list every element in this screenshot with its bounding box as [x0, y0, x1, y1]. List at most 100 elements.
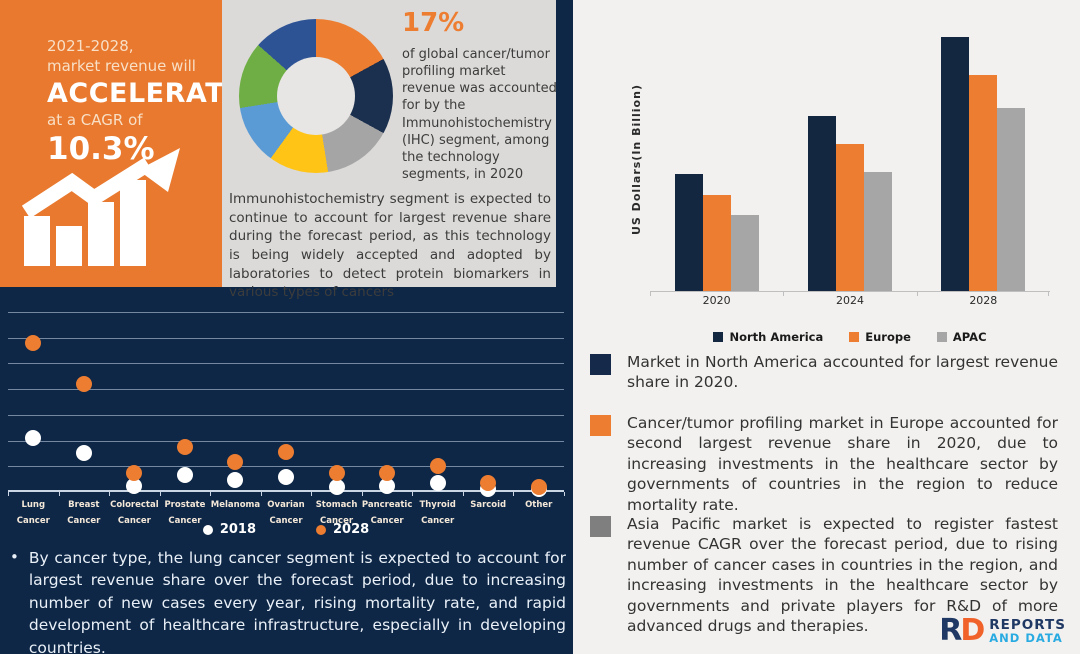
bullet-europe: Cancer/tumor profiling market in Europe … [590, 413, 1058, 515]
scatter-category-melanoma: Melanoma [210, 500, 261, 510]
scatter-legend-item-2028: 2028 [316, 522, 369, 537]
scatter-category-colorectal-cancer: Colorectal Cancer [110, 500, 159, 527]
bar-group-2024: 2024 [783, 28, 916, 307]
scatter-axis-tick [8, 492, 9, 496]
scatter-category-other: Other [525, 500, 553, 510]
logo-mark-d: D [960, 613, 985, 648]
ihc-stat-value: 17% [402, 8, 465, 38]
ihc-paragraph: Immunohistochemistry segment is expected… [229, 191, 551, 301]
bar-axis-tick [916, 292, 918, 296]
scatter-dot-2018-prostate-cancer [176, 467, 193, 484]
scatter-axis-tick [564, 492, 565, 496]
logo-line2: AND DATA [989, 631, 1063, 646]
scatter-dot-2018-thyroid-cancer [429, 475, 446, 491]
scatter-legend: 2018 2028 [8, 522, 564, 537]
scatter-gridline [8, 337, 564, 339]
scatter-gridline [8, 311, 564, 313]
bar-group-2020: 2020 [650, 28, 783, 307]
scatter-dot-2028-breast-cancer [75, 375, 92, 392]
bar-axis-tick [1048, 292, 1049, 296]
legend-swatch [936, 332, 947, 342]
apac-swatch [590, 516, 611, 537]
promo-emphasis: ACCELERATE [47, 77, 244, 109]
logo-wordmark: REPORTS AND DATA [989, 618, 1066, 644]
scatter-dot-2018-colorectal-cancer [126, 477, 143, 494]
scatter-dot-2018-pancreatic-cancer [379, 477, 396, 494]
scatter-axis-tick [412, 492, 414, 496]
scatter-legend-label: 2028 [333, 522, 370, 537]
logo-mark-r: R [939, 613, 962, 648]
scatter-legend-label: 2018 [219, 522, 256, 537]
scatter-legend-dot [202, 524, 213, 535]
promo-subtitle: market revenue will [47, 57, 196, 76]
scatter-dot-2028-sarcoid [480, 475, 497, 491]
growth-chart-icon [22, 148, 180, 266]
cancer-type-bullet: • By cancer type, the lung cancer segmen… [10, 547, 566, 654]
legend-item-apac: APAC [936, 330, 987, 344]
bar-apac-2028 [997, 108, 1026, 291]
donut-hole [277, 57, 355, 135]
bar-north-america-2024 [807, 115, 836, 291]
scatter-category-thyroid-cancer: Thyroid Cancer [419, 500, 456, 527]
bar-europe-2020 [702, 194, 731, 291]
legend-label: APAC [952, 330, 987, 344]
scatter-axis-tick [513, 492, 515, 496]
scatter-category-lung-cancer: Lung Cancer [16, 500, 50, 527]
scatter-axis-tick [361, 492, 363, 496]
scatter-category-labels: Lung Cancer Breast Cancer Colorectal Cance… [8, 497, 564, 529]
scatter-dot-2018-stomach-cancer [328, 478, 345, 495]
scatter-dot-2018-ovarian-cancer [278, 468, 294, 485]
scatter-dot-2028-thyroid-cancer [429, 458, 446, 475]
scatter-dot-2028-stomach-cancer [328, 464, 345, 481]
bar-chart-ylabel: US Dollars(In Billion) [630, 84, 643, 236]
scatter-dot-2028-colorectal-cancer [126, 464, 143, 481]
apac-bullet-text: Asia Pacific market is expected to regis… [627, 515, 1058, 636]
scatter-dot-2018-breast-cancer [75, 445, 92, 462]
scatter-dot-2028-pancreatic-cancer [379, 464, 396, 481]
scatter-axis-tick [462, 492, 464, 496]
bar-xlabel-2020: 2020 [702, 294, 731, 307]
scatter-category-prostate-cancer: Prostate Cancer [164, 500, 206, 527]
scatter-category-sarcoid: Sarcoid [470, 500, 507, 510]
scatter-legend-item-2018: 2018 [202, 522, 256, 537]
promo-text-block: 2021-2028, market revenue will ACCELERAT… [47, 36, 243, 168]
bar-apac-2020 [730, 214, 759, 291]
scatter-dot-2028-melanoma [227, 454, 244, 471]
bar-xlabel-2024: 2024 [835, 294, 864, 307]
scatter-category-stomach-cancer: Stomach Cancer [315, 500, 358, 527]
scatter-category-ovarian-cancer: Ovarian Cancer [267, 500, 305, 527]
scatter-axis-tick [109, 492, 111, 496]
legend-item-europe: Europe [849, 330, 911, 344]
promo-cagr-value: 10.3% [47, 130, 155, 167]
europe-bullet-text: Cancer/tumor profiling market in Europe … [627, 414, 1058, 514]
bar-europe-2028 [969, 75, 998, 291]
promo-period: 2021-2028, [47, 37, 134, 55]
scatter-dot-2028-prostate-cancer [176, 439, 193, 455]
scatter-legend-dot [316, 524, 326, 535]
promo-cagr-label: at a CAGR of [47, 111, 143, 130]
scatter-gridline [8, 414, 564, 416]
bullet-apac: Asia Pacific market is expected to regis… [590, 514, 1058, 637]
bullet-marker: • [10, 548, 19, 566]
bar-north-america-2020 [674, 174, 703, 291]
scatter-axis-tick [159, 492, 161, 496]
bar-xlabel-2028: 2028 [969, 294, 998, 307]
legend-item-north-america: North America [713, 330, 823, 344]
logo-line1: REPORTS [989, 616, 1066, 633]
logo-mark-icon: RD [939, 613, 985, 648]
bar-chart-legend: North America Europe APAC [650, 330, 1050, 344]
legend-swatch [849, 332, 860, 342]
scatter-axis-tick [311, 492, 313, 496]
scatter-dot-2018-melanoma [227, 472, 244, 489]
legend-label: North America [729, 330, 824, 344]
legend-swatch [713, 332, 724, 342]
legend-label: Europe [865, 330, 911, 344]
bar-apac-2024 [863, 171, 892, 291]
bar-axis-tick [650, 292, 651, 296]
cancer-type-scatter-chart [8, 299, 565, 498]
scatter-gridline [8, 389, 564, 391]
bar-group-2028: 2028 [917, 28, 1050, 307]
scatter-dot-2028-ovarian-cancer [278, 444, 294, 461]
bullet-north-america: Market in North America accounted for la… [590, 352, 1058, 393]
